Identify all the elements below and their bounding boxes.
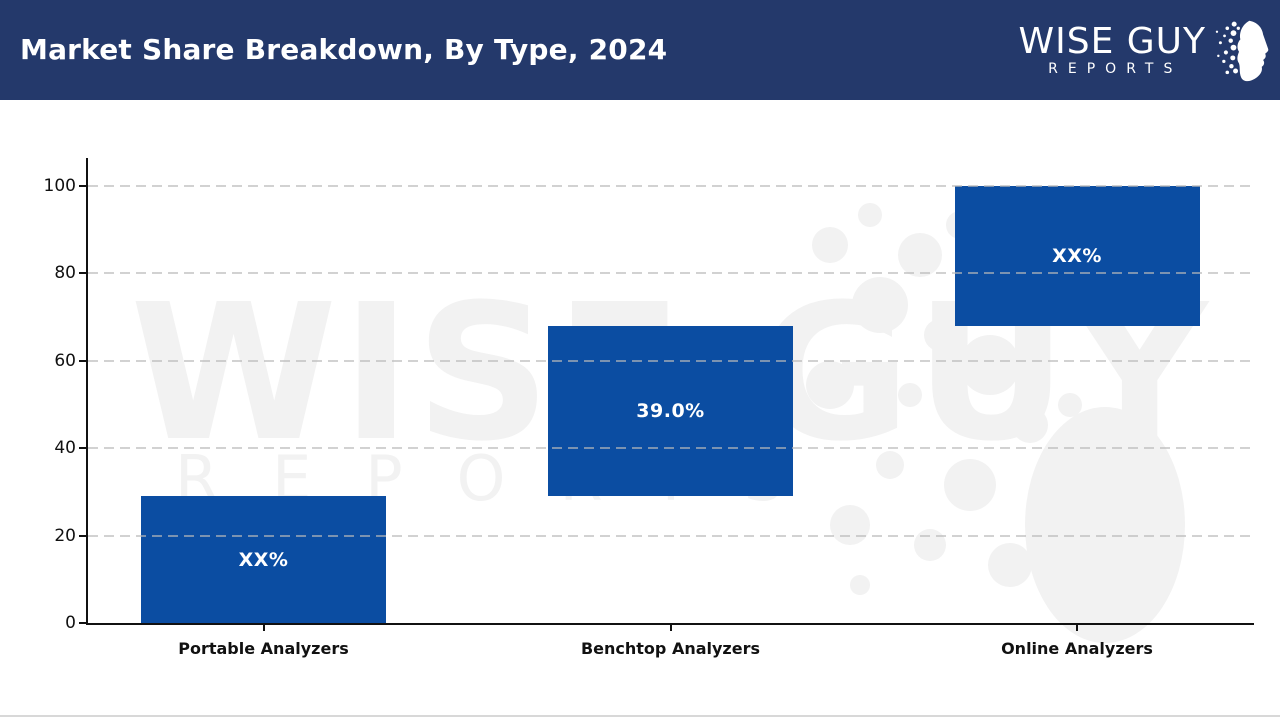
gridline-40	[88, 447, 1254, 450]
y-tick-40	[79, 447, 88, 450]
y-tick-0	[79, 622, 88, 624]
y-tick-20	[79, 534, 88, 537]
x-tick-2	[669, 625, 672, 631]
y-tick-label-20: 20	[54, 525, 76, 546]
gridline-80	[88, 272, 1254, 275]
gridline-100	[88, 185, 1254, 187]
bottom-divider	[0, 715, 1280, 717]
gridline-20	[88, 534, 1254, 537]
y-tick-60	[79, 359, 88, 362]
y-tick-label-40: 40	[54, 438, 76, 459]
x-category-label-3: Online Analyzers	[1001, 639, 1153, 658]
y-tick-label-100: 100	[43, 176, 76, 196]
header-bar: Market Share Breakdown, By Type, 2024 WI…	[0, 0, 1280, 100]
y-tick-label-60: 60	[54, 350, 76, 371]
bar-1: XX%	[141, 496, 386, 623]
x-tick-1	[262, 625, 265, 631]
logo-face-icon	[1215, 20, 1269, 82]
y-tick-label-0: 0	[65, 613, 76, 633]
x-category-label-1: Portable Analyzers	[178, 639, 349, 658]
bar-value-label-1: XX%	[238, 548, 289, 571]
bar-value-label-2: 39.0%	[636, 400, 705, 423]
wiseguy-logo: WISE GUY REPORTS	[1019, 8, 1271, 92]
x-axis-line	[86, 623, 1254, 625]
bar-3: XX%	[954, 186, 1200, 326]
logo-wordmark: WISE GUY	[1018, 20, 1206, 62]
y-axis-line	[86, 158, 88, 625]
y-tick-80	[79, 272, 88, 275]
logo-text: WISE GUY REPORTS	[1018, 20, 1207, 78]
y-tick-100	[79, 185, 88, 187]
y-tick-label-80: 80	[54, 263, 76, 284]
x-category-label-2: Benchtop Analyzers	[580, 639, 761, 658]
gridline-60	[88, 359, 1254, 362]
x-tick-3	[1076, 625, 1078, 631]
chart-title: Market Share Breakdown, By Type, 2024	[20, 32, 668, 66]
bar-2: 39.0%	[548, 325, 793, 497]
bar-value-label-3: XX%	[1052, 244, 1102, 267]
logo-subtitle: REPORTS	[1048, 61, 1183, 78]
